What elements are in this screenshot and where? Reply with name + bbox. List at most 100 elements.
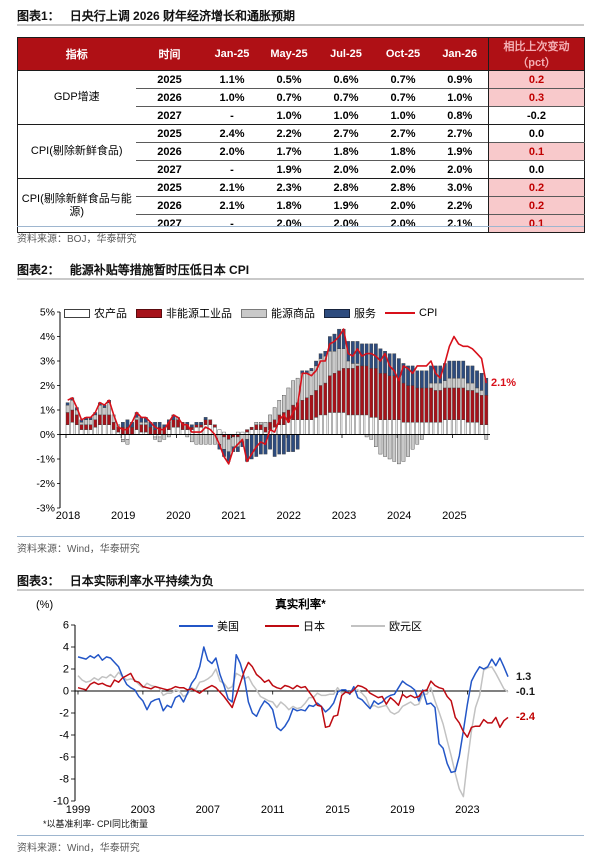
svg-text:-4: -4 [59, 730, 69, 742]
change-cell: 0.1 [488, 142, 585, 161]
table-row: 2026 2.1% 1.8% 1.9% 2.0% 2.2% 0.2 [18, 196, 585, 215]
chart3-title: 真实利率* [275, 599, 326, 611]
header-cell: 时间 [135, 37, 204, 71]
legend-label: 日本 [303, 621, 325, 633]
value-cell: 2.0% [374, 196, 432, 215]
svg-text:2003: 2003 [131, 804, 155, 816]
header-cell: Jan-26 [431, 37, 489, 71]
svg-text:2019: 2019 [390, 804, 414, 816]
value-cell: 2.0% [374, 160, 432, 179]
svg-text:-2%: -2% [36, 478, 55, 490]
value-cell: 2.2% [260, 124, 318, 143]
table-row: GDP增速 2025 1.1% 0.5% 0.6% 0.7% 0.9% 0.2 [17, 70, 585, 125]
svg-text:2015: 2015 [325, 804, 349, 816]
svg-text:2024: 2024 [387, 510, 411, 522]
svg-text:0: 0 [63, 686, 69, 698]
value-cell: 0.7% [374, 70, 432, 89]
table-row: 2026 1.0% 0.7% 0.7% 0.7% 1.0% 0.3 [18, 88, 585, 107]
value-cell: - [203, 214, 261, 233]
year-cell: 2025 [135, 178, 204, 197]
japan-end-label: -2.4 [516, 711, 535, 723]
legend-label: 能源商品 [271, 308, 315, 320]
figure2-label: 图表2： [17, 263, 60, 277]
value-cell: 2.7% [431, 124, 489, 143]
chart3-legend: 美国 日本 欧元区 [0, 618, 601, 634]
value-cell: 2.8% [317, 178, 375, 197]
legend-item-japan: 日本 [265, 618, 325, 634]
svg-text:-3%: -3% [36, 503, 55, 515]
value-cell: 1.8% [260, 196, 318, 215]
change-cell: 0.0 [488, 160, 585, 179]
change-cell: 0.2 [488, 178, 585, 197]
figure1-header: 图表1： 日央行上调 2026 财年经济增长和通胀预期 [17, 7, 584, 24]
svg-text:2023: 2023 [455, 804, 479, 816]
svg-text:-1%: -1% [36, 454, 55, 466]
figure3-header: 图表3： 日本实际利率水平持续为负 [17, 572, 584, 589]
y-tick-labels: 5% 4% 3% 2% 1% 0% -1% -2% -3% [36, 307, 60, 515]
header-cell: Oct-25 [374, 37, 432, 71]
svg-text:2022: 2022 [277, 510, 301, 522]
forecast-table-body: GDP增速 2025 1.1% 0.5% 0.6% 0.7% 0.9% 0.2 2026 1.0%… [17, 70, 585, 233]
eurozone-line [77, 666, 509, 798]
us-end-label: 1.3 [516, 671, 532, 683]
value-cell: 1.0% [431, 88, 489, 107]
year-cell: 2026 [135, 196, 204, 215]
header-cell: Jul-25 [317, 37, 375, 71]
eurozone-line-swatch-icon [351, 624, 385, 628]
value-cell: 2.0% [317, 160, 375, 179]
year-cell: 2026 [135, 88, 204, 107]
figure3-label: 图表3： [17, 574, 60, 588]
indicator-cell: CPI(剔除新鲜食品与能源) [17, 178, 136, 233]
table-row: 2027-1.0% 1.0% 1.0% 0.8% -0.2 [18, 106, 585, 125]
energy-swatch-icon [241, 308, 267, 318]
cpi-end-label: 2.1% [491, 377, 517, 389]
value-cell: 1.0% [203, 88, 261, 107]
svg-text:2%: 2% [40, 380, 55, 392]
figure1-source: 资料来源：BOJ，华泰研究 [17, 234, 137, 245]
nonenergy-swatch-icon [136, 308, 162, 318]
cpi-line [67, 328, 487, 465]
indicator-cell: CPI(剔除新鲜食品) [17, 124, 136, 179]
figure2-source-separator [17, 536, 584, 537]
forecast-table-wrap: 指标 时间 Jan-25 May-25 Jul-25 Oct-25 Jan-26 相比上次变动… [17, 37, 585, 233]
header-cell: May-25 [260, 37, 318, 71]
agri-swatch-icon [64, 308, 90, 318]
svg-text:2018: 2018 [56, 510, 80, 522]
chart2-legend: 农产品 非能源工业品 能源商品 服务 CPI [64, 305, 437, 321]
legend-item-nonenergy: 非能源工业品 [136, 305, 232, 321]
stacked-bars [65, 328, 489, 465]
table-row: CPI(剔除新鲜食品) 2025 2.4% 2.2% 2.7% 2.7% 2.7% 0.0 [17, 124, 585, 179]
year-cell: 2027 [135, 106, 204, 125]
value-cell: - [203, 106, 261, 125]
change-cell: 0.1 [488, 214, 585, 233]
header-cell: 相比上次变动（pct） [488, 37, 585, 71]
value-cell: 2.4% [203, 124, 261, 143]
x-tick-labels: 2018 2019 2020 2021 2022 2023 2024 2025 [56, 434, 467, 522]
svg-text:-10: -10 [53, 796, 69, 808]
legend-label: 服务 [354, 308, 376, 320]
svg-text:2007: 2007 [196, 804, 220, 816]
cpi-contribution-chart: 5% 4% 3% 2% 1% 0% -1% -2% -3%2018 2019 2020 2021 202… [36, 307, 490, 522]
value-cell: 1.8% [317, 142, 375, 161]
svg-text:5%: 5% [40, 307, 55, 319]
year-cell: 2027 [135, 214, 204, 233]
value-cell: 1.0% [260, 106, 318, 125]
table-row: 2026 2.0% 1.7% 1.8% 1.8% 1.9% 0.1 [18, 142, 585, 161]
value-cell: 0.7% [374, 88, 432, 107]
table-row: 2027-2.0% 2.0% 2.0% 2.1% 0.1 [18, 214, 585, 233]
us-line-swatch-icon [179, 624, 213, 628]
svg-text:0%: 0% [40, 429, 55, 441]
chart3-unit: (%) [36, 599, 54, 611]
legend-label: 农产品 [94, 308, 127, 320]
value-cell: 1.9% [260, 160, 318, 179]
svg-text:4: 4 [63, 642, 69, 654]
figure3-underline [17, 589, 584, 591]
figure3-source: 资料来源：Wind，华泰研究 [17, 843, 140, 854]
value-cell: 1.7% [260, 142, 318, 161]
legend-item-agri: 农产品 [64, 305, 127, 321]
figure1-title: 日央行上调 2026 财年经济增长和通胀预期 [69, 9, 296, 23]
change-cell: 0.0 [488, 124, 585, 143]
value-cell: 2.2% [431, 196, 489, 215]
figure1-label: 图表1： [17, 9, 60, 23]
